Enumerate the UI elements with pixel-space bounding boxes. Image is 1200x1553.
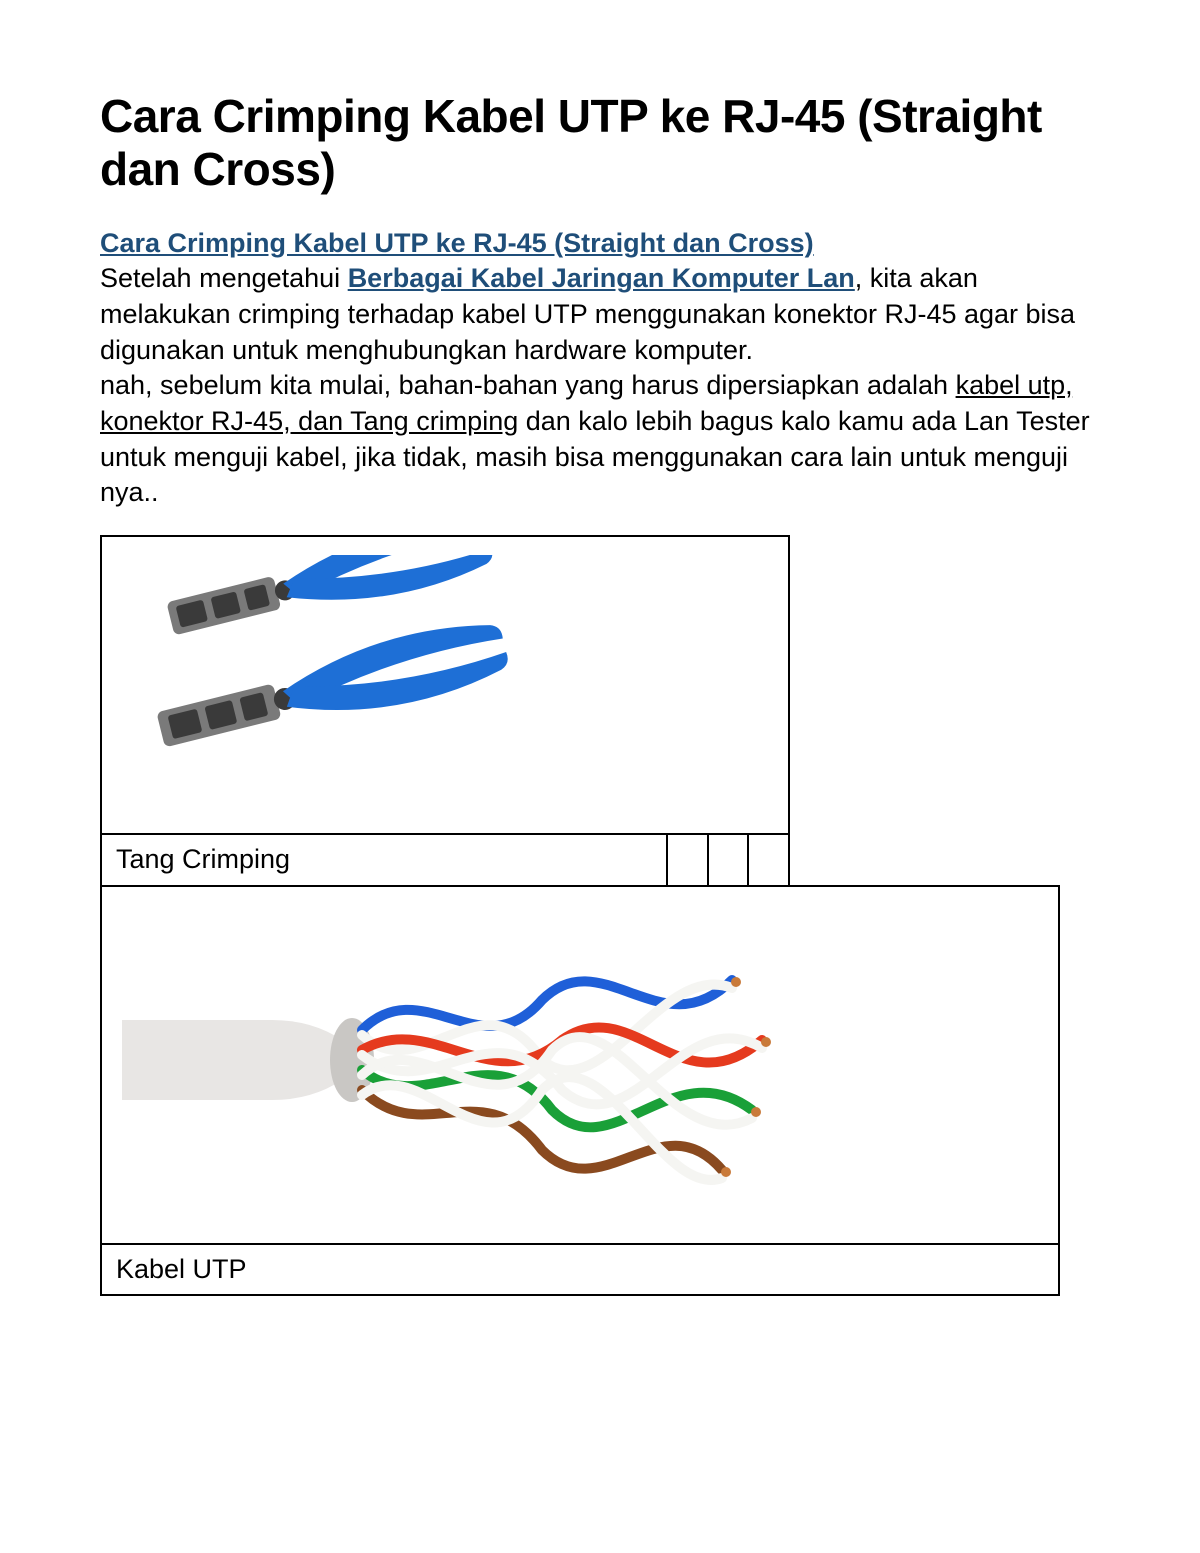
figure-utp-cable: Kabel UTP xyxy=(100,885,1060,1297)
figure1-cell-a xyxy=(668,835,709,885)
figure1-caption: Tang Crimping xyxy=(102,833,668,885)
utp-cable-icon xyxy=(122,910,842,1220)
document-page: Cara Crimping Kabel UTP ke RJ-45 (Straig… xyxy=(0,0,1200,1553)
figure2-caption: Kabel UTP xyxy=(102,1243,1058,1295)
crimping-tool-image xyxy=(102,537,788,833)
title-link[interactable]: Cara Crimping Kabel UTP ke RJ-45 (Straig… xyxy=(100,228,814,258)
figure1-extra-cells xyxy=(668,833,788,885)
figure1-cell-c xyxy=(749,835,788,885)
figure1-cell-b xyxy=(709,835,750,885)
page-title: Cara Crimping Kabel UTP ke RJ-45 (Straig… xyxy=(100,90,1100,196)
secondary-link[interactable]: Berbagai Kabel Jaringan Komputer Lan xyxy=(348,263,855,293)
text-before-underline: nah, sebelum kita mulai, bahan-bahan yan… xyxy=(100,370,956,400)
text-before-link2: Setelah mengetahui xyxy=(100,263,348,293)
figures-container: Tang Crimping xyxy=(100,535,1100,1297)
intro-paragraph: Cara Crimping Kabel UTP ke RJ-45 (Straig… xyxy=(100,226,1100,511)
figure-crimping-tool: Tang Crimping xyxy=(100,535,790,887)
crimping-tool-icon xyxy=(122,555,542,815)
utp-cable-image xyxy=(102,887,1058,1243)
figure1-caption-row: Tang Crimping xyxy=(102,833,788,885)
